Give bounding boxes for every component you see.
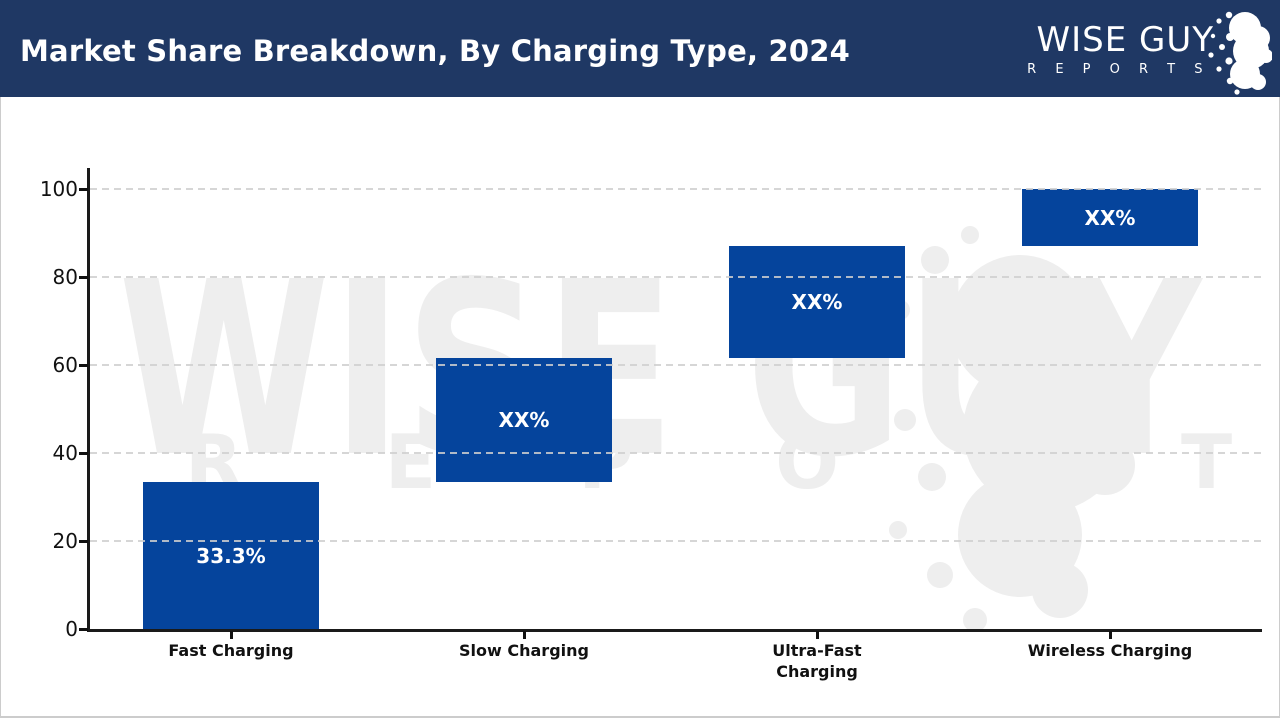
category-label-line: Wireless Charging [1027,641,1193,660]
category-label: Fast Charging [168,640,293,661]
logo-subtitle: R E P O R T S [1027,62,1210,77]
y-tick-label: 80 [52,265,78,289]
category-label: Slow Charging [459,640,589,661]
bar-value-label: XX% [498,408,550,433]
x-tick-mark [816,631,819,639]
x-axis-line [87,629,1262,632]
x-tick-mark [523,631,526,639]
category-label: Ultra-Fast Charging [772,640,861,682]
chart-title: Market Share Breakdown, By Charging Type… [20,34,850,68]
wise-guy-reports-logo: WISE GUY R E P O R T S [1012,4,1272,95]
gridline-20 [90,540,1262,542]
y-axis-line [87,168,90,632]
category-label-line: Slow Charging [459,641,589,660]
y-tick-label: 100 [39,177,78,201]
y-tick-label: 60 [52,353,78,377]
x-tick-mark [1109,631,1112,639]
y-tick-mark [79,628,88,631]
category-label-line: Fast Charging [168,641,294,660]
gridline-40 [90,452,1262,454]
y-tick-label: 20 [52,529,78,553]
x-tick-mark [230,631,233,639]
category-label: Wireless Charging [1028,640,1192,661]
y-tick-label: 0 [65,617,78,641]
bar-value-label: XX% [791,290,843,315]
category-label-line: Charging [776,662,858,681]
gridline-100 [90,188,1262,190]
y-tick-mark [79,452,88,455]
bar-segment [729,246,905,359]
header-banner: Market Share Breakdown, By Charging Type… [0,0,1280,97]
logo-face-icon [1208,11,1272,95]
y-tick-label: 40 [52,441,78,465]
y-tick-mark [79,188,88,191]
bar-value-label: XX% [1084,205,1136,230]
bar-segment [436,358,612,483]
gridline-60 [90,364,1262,366]
y-tick-mark [79,364,88,367]
bar-value-label: 33.3% [196,543,266,568]
watermark-face-dots [889,226,1135,632]
y-tick-mark [79,276,88,279]
logo-wordmark: WISE GUY [1036,20,1214,60]
bar-segment [1022,189,1198,247]
bar-segment [143,482,319,629]
gridline-80 [90,276,1262,278]
category-label-line: Ultra-Fast [772,641,862,660]
y-tick-mark [79,540,88,543]
